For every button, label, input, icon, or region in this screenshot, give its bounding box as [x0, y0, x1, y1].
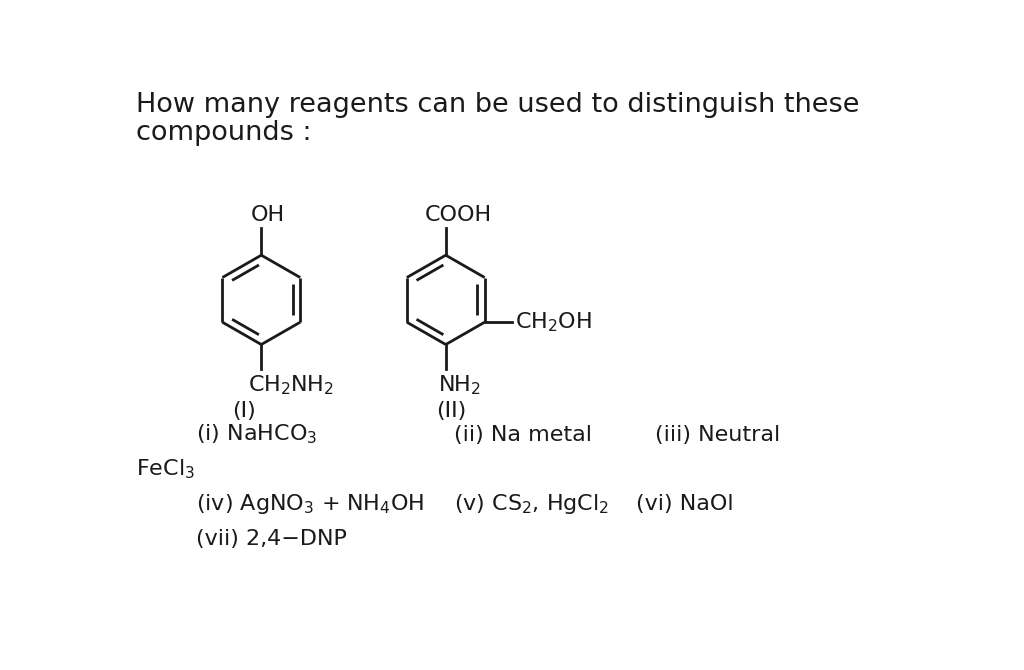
Text: (I): (I) [231, 401, 256, 421]
Text: (iv) AgNO$_3$ + NH$_4$OH: (iv) AgNO$_3$ + NH$_4$OH [197, 492, 424, 516]
Text: CH$_2$OH: CH$_2$OH [515, 310, 592, 334]
Text: (i) NaHCO$_3$: (i) NaHCO$_3$ [197, 423, 317, 446]
Text: (v) CS$_2$, HgCl$_2$: (v) CS$_2$, HgCl$_2$ [454, 492, 608, 516]
Text: (II): (II) [435, 401, 466, 421]
Text: OH: OH [251, 205, 286, 225]
Text: NH$_2$: NH$_2$ [438, 373, 481, 397]
Text: How many reagents can be used to distinguish these: How many reagents can be used to disting… [136, 92, 859, 118]
Text: compounds :: compounds : [136, 121, 311, 147]
Text: CH$_2$NH$_2$: CH$_2$NH$_2$ [248, 373, 334, 397]
Text: (ii) Na metal: (ii) Na metal [454, 425, 592, 445]
Text: (vii) 2,4−DNP: (vii) 2,4−DNP [197, 529, 347, 549]
Text: FeCl$_3$: FeCl$_3$ [136, 458, 195, 481]
Text: (vi) NaOl: (vi) NaOl [636, 494, 733, 514]
Text: (iii) Neutral: (iii) Neutral [655, 425, 780, 445]
Text: COOH: COOH [425, 205, 492, 225]
